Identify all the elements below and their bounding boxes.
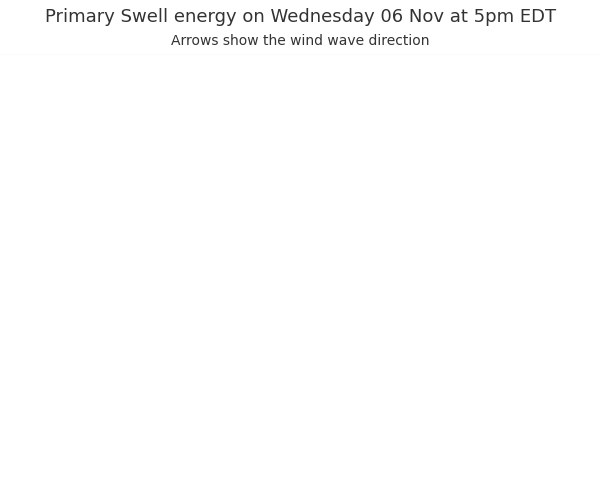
Text: Arrows show the wind wave direction: Arrows show the wind wave direction: [171, 34, 430, 48]
Text: Primary Swell energy on Wednesday 06 Nov at 5pm EDT: Primary Swell energy on Wednesday 06 Nov…: [45, 7, 556, 25]
Text: cartopy not available: cartopy not available: [227, 264, 374, 278]
